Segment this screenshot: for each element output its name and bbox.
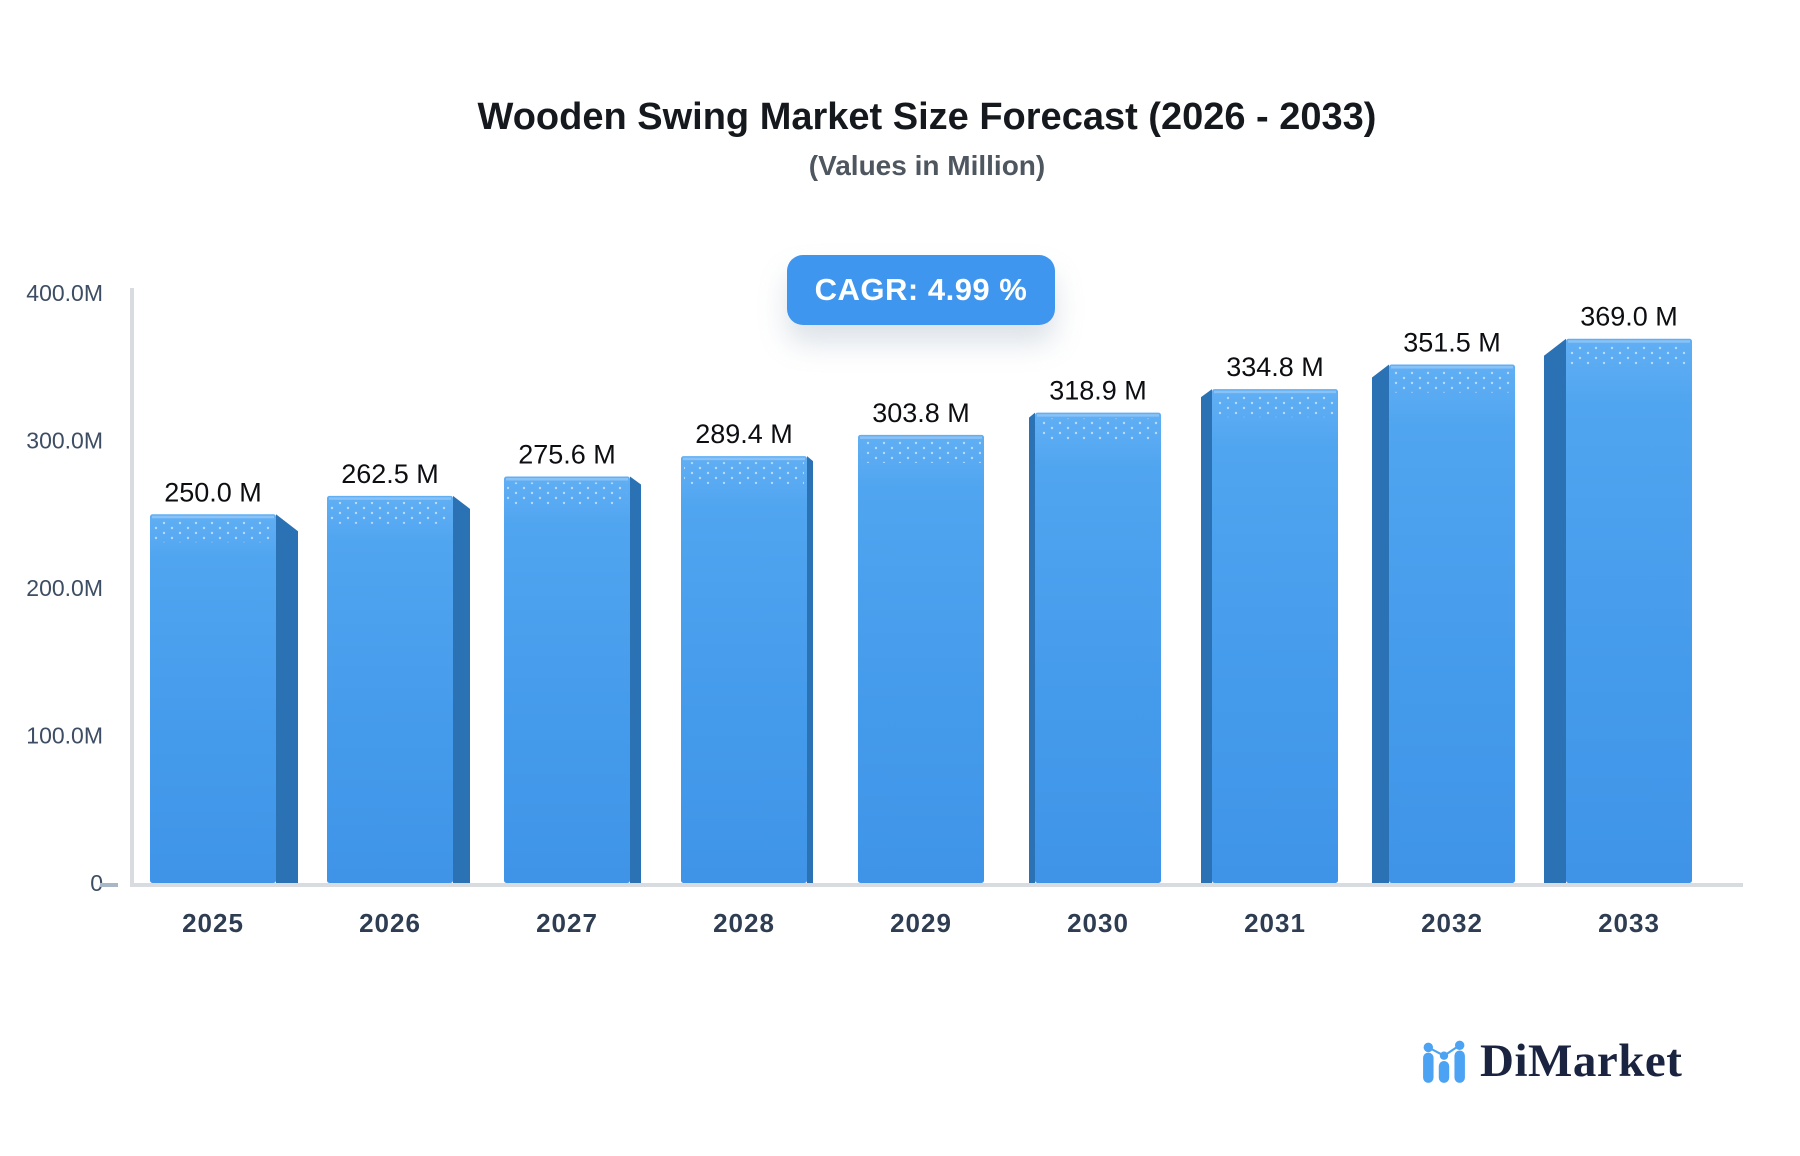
bar-side-2025	[276, 514, 298, 883]
x-axis-label-2026: 2026	[359, 908, 421, 938]
x-axis-label-2031: 2031	[1244, 908, 1306, 938]
logo-bar-left	[1423, 1052, 1434, 1083]
bar-side-2028	[807, 456, 813, 883]
chart-title: Wooden Swing Market Size Forecast (2026 …	[477, 96, 1377, 138]
x-axis-label-2028: 2028	[713, 908, 775, 938]
bar-2033	[1566, 338, 1692, 884]
bar-top-edge-2033	[1568, 340, 1690, 343]
bar-top-highlight-2031	[1215, 395, 1335, 418]
bar-value-label-2025: 250.0 M	[164, 477, 262, 507]
bar-top-highlight-2028	[684, 462, 804, 485]
bar-top-highlight-2027	[507, 482, 627, 505]
x-axis-line	[130, 883, 1743, 887]
bar-top-highlight-2033	[1569, 344, 1689, 367]
bar-side-2026	[453, 495, 470, 883]
bar-top-edge-2031	[1214, 390, 1336, 394]
bar-2031	[1212, 389, 1338, 883]
bar-top-highlight-2029	[861, 440, 981, 463]
chart-subtitle: (Values in Million)	[808, 150, 1046, 181]
x-axis-label-2033: 2033	[1598, 908, 1660, 938]
logo-bar-middle	[1438, 1060, 1450, 1083]
bar-2028	[681, 456, 807, 883]
bar-value-label-2031: 334.8 M	[1226, 352, 1324, 382]
x-axis-label-2025: 2025	[182, 908, 244, 938]
bar-side-2033	[1544, 338, 1566, 884]
bar-top-highlight-2025	[153, 520, 273, 543]
bar-2029	[858, 434, 984, 883]
bar-value-label-2027: 275.6 M	[518, 439, 616, 469]
y-axis-tick-label-0: 0	[90, 870, 103, 896]
logo-dot-left	[1423, 1042, 1434, 1052]
bar-top-edge-2026	[329, 497, 451, 500]
bar-top-highlight-2032	[1392, 370, 1512, 393]
logo-dot-middle	[1439, 1051, 1449, 1060]
y-axis-tick-label-300: 300.0M	[26, 428, 103, 454]
x-axis-label-2030: 2030	[1067, 908, 1129, 938]
bar-value-label-2029: 303.8 M	[872, 398, 970, 428]
logo-bar-right	[1454, 1050, 1465, 1083]
bar-top-edge-2028	[683, 457, 805, 461]
x-axis-label-2032: 2032	[1421, 908, 1483, 938]
bar-2026	[327, 495, 453, 883]
bar-side-2031	[1201, 389, 1212, 883]
bar-value-label-2028: 289.4 M	[695, 419, 793, 449]
bar-value-label-2030: 318.9 M	[1049, 376, 1147, 406]
bar-top-edge-2025	[152, 515, 274, 519]
bar-value-label-2026: 262.5 M	[341, 459, 439, 489]
bar-chart-logo-icon	[1423, 1040, 1465, 1083]
logo-text: DiMarket	[1480, 1035, 1683, 1087]
bar-top-highlight-2026	[330, 501, 450, 524]
bar-top-edge-2027	[506, 477, 628, 481]
bar-top-edge-2030	[1037, 414, 1159, 417]
y-axis-tick-label-400: 400.0M	[26, 280, 103, 306]
bar-top-highlight-2030	[1038, 418, 1158, 441]
y-axis-line	[130, 288, 134, 887]
x-axis-label-2027: 2027	[536, 908, 598, 938]
bar-2025	[150, 514, 276, 883]
cagr-badge: CAGR: 4.99 %	[787, 255, 1055, 325]
bar-value-label-2033: 369.0 M	[1580, 302, 1678, 332]
x-axis-label-2029: 2029	[890, 908, 952, 938]
bar-value-label-2032: 351.5 M	[1403, 328, 1501, 358]
y-axis-tick-label-100: 100.0M	[26, 723, 103, 749]
y-axis-tick-label-200: 200.0M	[26, 575, 103, 601]
bar-2027	[504, 476, 630, 883]
logo-dot-right	[1454, 1040, 1465, 1050]
bar-2030	[1035, 412, 1161, 883]
bar-side-2032	[1372, 364, 1389, 884]
bar-top-edge-2029	[860, 436, 982, 439]
cagr-badge-label: CAGR: 4.99 %	[814, 272, 1028, 307]
chart-header: Wooden Swing Market Size Forecast (2026 …	[0, 94, 1800, 183]
chart-layer: 250.0 M 2025 262.5 M 2026 275.6 M 2027 289.4 M…	[26, 280, 1743, 938]
bar-2032	[1389, 364, 1515, 884]
dimarket-logo: DiMarket	[1421, 1038, 1682, 1085]
bar-top-edge-2032	[1391, 366, 1513, 369]
zero-tick-mark	[100, 883, 118, 887]
bar-side-2027	[630, 476, 641, 883]
bar-side-2030	[1029, 412, 1035, 883]
